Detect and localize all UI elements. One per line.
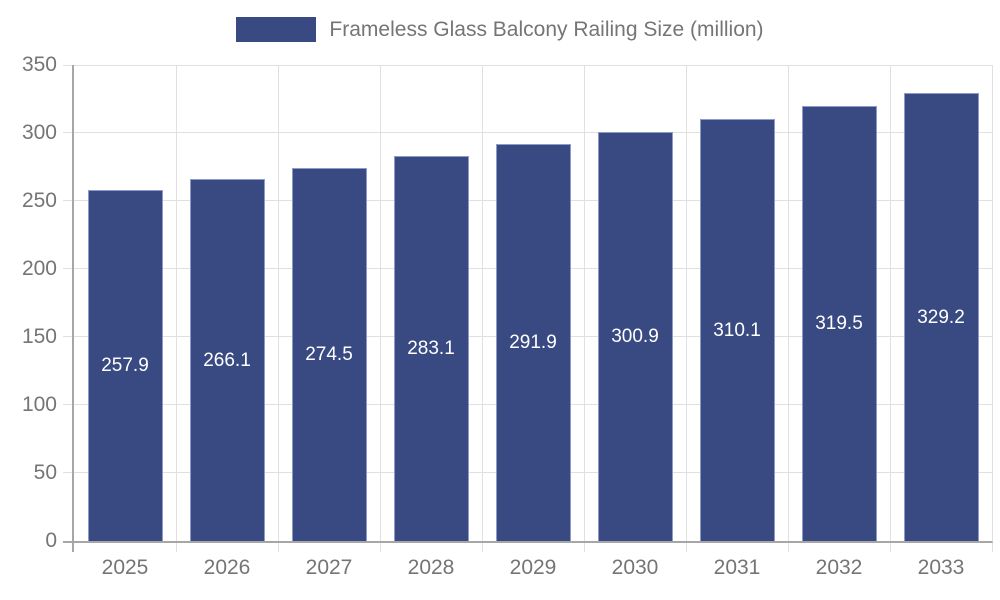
plot-area: 0 50 100 150 200 250 300 350 257.9 2025 266.1 2026 2…: [22, 53, 993, 579]
y-axis-tick: [63, 200, 72, 201]
x-axis-label: 2033: [917, 556, 965, 579]
bar-2025[interactable]: 257.9: [87, 190, 163, 541]
bar-2031[interactable]: 310.1: [699, 119, 775, 541]
y-axis-label: 150: [21, 325, 57, 348]
y-axis-tick: [63, 336, 72, 337]
category-splitline: [787, 65, 789, 541]
bar-2030[interactable]: 300.9: [597, 131, 673, 541]
bar-value-label: 257.9: [101, 355, 149, 377]
bar-value-label: 266.1: [203, 349, 251, 371]
bar-value-label: 300.9: [611, 325, 659, 347]
bar-2027[interactable]: 274.5: [291, 167, 367, 541]
bar-2028[interactable]: 283.1: [393, 155, 469, 541]
x-axis-tick: [379, 543, 381, 552]
bar-2029[interactable]: 291.9: [495, 144, 571, 541]
x-axis-label: 2026: [203, 556, 251, 579]
y-axis-label: 350: [21, 53, 57, 76]
x-axis-label: 2032: [815, 556, 863, 579]
gridline: [74, 132, 992, 133]
bar-value-label: 283.1: [407, 337, 455, 359]
bar-2033[interactable]: 329.2: [903, 93, 979, 541]
x-axis-tick: [277, 543, 279, 552]
bar-value-label: 329.2: [917, 306, 965, 328]
y-axis-label: 200: [21, 257, 57, 280]
y-axis-label: 50: [33, 461, 57, 484]
x-axis-tick: [685, 543, 687, 552]
y-axis-label: 300: [21, 121, 57, 144]
legend-label: Frameless Glass Balcony Railing Size (mi…: [329, 17, 764, 41]
category-splitline: [583, 65, 585, 541]
category-splitline: [481, 65, 483, 541]
category-splitline: [277, 65, 279, 541]
y-axis-tick: [63, 268, 72, 269]
bar-value-label: 310.1: [713, 319, 761, 341]
legend-swatch: [236, 17, 317, 42]
x-axis-tick: [175, 543, 177, 552]
y-axis-label: 0: [45, 529, 57, 552]
x-axis-label: 2031: [713, 556, 761, 579]
y-axis-tick: [63, 472, 72, 473]
gridline: [74, 65, 992, 66]
x-axis-label: 2027: [305, 556, 353, 579]
y-axis-label: 250: [21, 189, 57, 212]
x-axis-tick: [787, 543, 789, 552]
bar-value-label: 274.5: [305, 343, 353, 365]
legend[interactable]: Frameless Glass Balcony Railing Size (mi…: [0, 17, 1000, 42]
y-axis-tick: [63, 404, 72, 405]
category-splitline: [379, 65, 381, 541]
x-axis-tick: [889, 543, 891, 552]
y-axis-tick: [63, 541, 72, 543]
bar-2026[interactable]: 266.1: [189, 179, 265, 541]
bar-2032[interactable]: 319.5: [801, 106, 877, 541]
x-axis-tick: [991, 543, 993, 552]
y-axis-label: 100: [21, 393, 57, 416]
y-axis-tick: [63, 132, 72, 133]
category-splitline: [685, 65, 687, 541]
x-axis-label: 2029: [509, 556, 557, 579]
x-axis-tick: [481, 543, 483, 552]
x-axis-label: 2025: [101, 556, 149, 579]
category-splitline: [889, 65, 891, 541]
bar-value-label: 319.5: [815, 313, 863, 335]
y-axis-tick: [63, 65, 72, 66]
bar-value-label: 291.9: [509, 332, 557, 354]
x-axis-tick: [583, 543, 585, 552]
x-axis-label: 2028: [407, 556, 455, 579]
x-axis-tick: [72, 543, 74, 552]
category-splitline: [175, 65, 177, 541]
x-axis-label: 2030: [611, 556, 659, 579]
